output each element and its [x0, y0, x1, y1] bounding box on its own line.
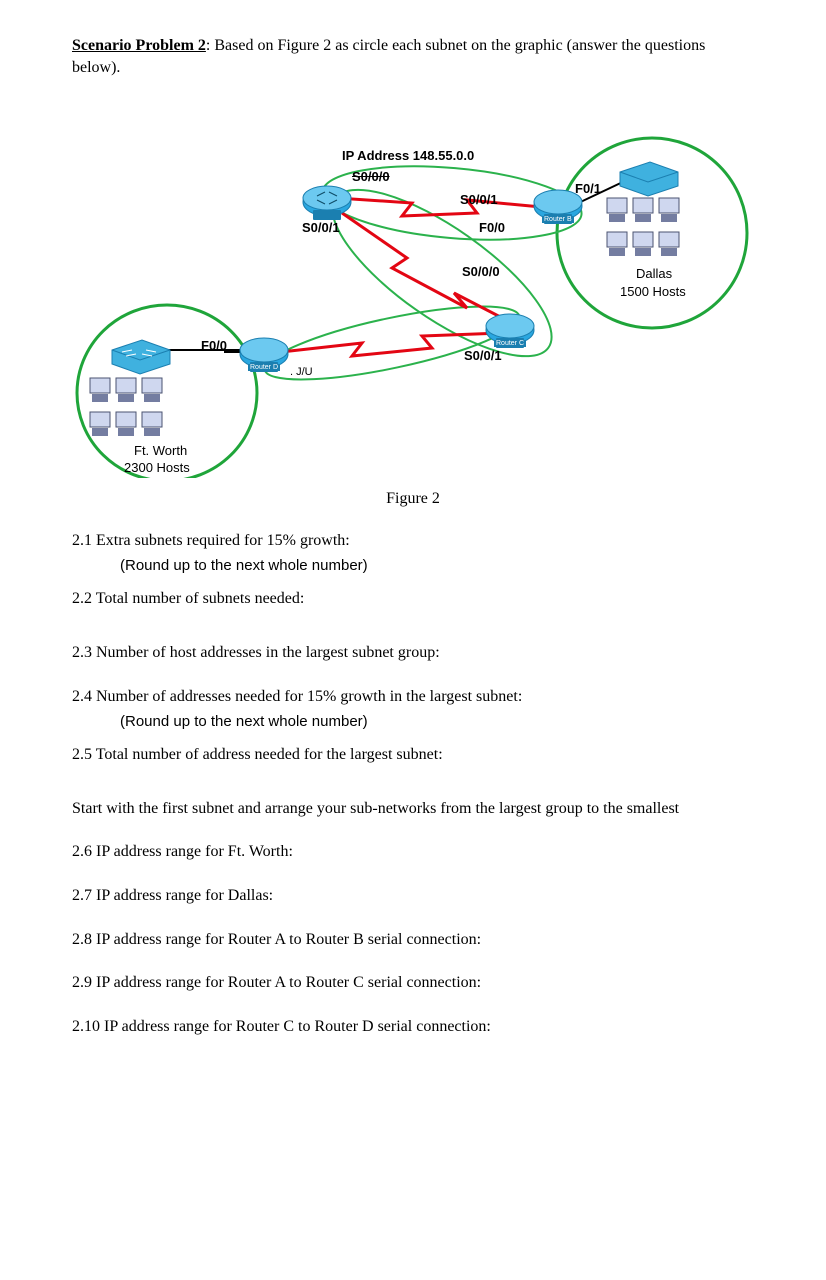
figure-caption: Figure 2: [72, 490, 754, 508]
label-ftworth: Ft. Worth: [134, 443, 187, 458]
question-2-9: 2.9 IP address range for Router A to Rou…: [72, 972, 754, 994]
label-s001-left: S0/0/1: [302, 220, 340, 235]
start-instructions: Start with the first subnet and arrange …: [72, 798, 754, 820]
question-2-5: 2.5 Total number of address needed for t…: [72, 744, 754, 766]
scenario-title-lead: Scenario Problem 2: [72, 37, 206, 54]
label-ftworth-hosts: 2300 Hosts: [124, 460, 190, 475]
label-router-c: Router C: [494, 340, 526, 347]
label-dallas-hosts: 1500 Hosts: [620, 284, 686, 299]
label-dallas: Dallas: [636, 266, 672, 281]
label-s000-top: S0/0/0: [352, 169, 390, 184]
question-2-7: 2.7 IP address range for Dallas:: [72, 885, 754, 907]
question-2-3: 2.3 Number of host addresses in the larg…: [72, 642, 754, 664]
question-2-2: 2.2 Total number of subnets needed:: [72, 588, 754, 610]
label-f00-right: F0/0: [479, 220, 505, 235]
scenario-title: Scenario Problem 2: Based on Figure 2 as…: [72, 35, 754, 80]
label-dash: . J/U: [290, 366, 313, 378]
question-2-6: 2.6 IP address range for Ft. Worth:: [72, 841, 754, 863]
question-2-1: 2.1 Extra subnets required for 15% growt…: [72, 530, 754, 552]
ip-address-header: IP Address 148.55.0.0: [342, 148, 474, 163]
label-router-d: Router D: [248, 364, 280, 371]
label-router-b: Router B: [542, 216, 574, 223]
question-2-1-note: (Round up to the next whole number): [120, 557, 754, 574]
question-2-8: 2.8 IP address range for Router A to Rou…: [72, 929, 754, 951]
question-2-4-note: (Round up to the next whole number): [120, 713, 754, 730]
label-s001-lower: S0/0/1: [464, 348, 502, 363]
question-2-10: 2.10 IP address range for Router C to Ro…: [72, 1016, 754, 1038]
label-s000-mid: S0/0/0: [462, 264, 500, 279]
label-f01: F0/1: [575, 181, 601, 196]
network-diagram: IP Address 148.55.0.0 S0/0/0 S0/0/1 S0/0…: [72, 98, 752, 478]
label-f00-left: F0/0: [201, 338, 227, 353]
label-s001-top: S0/0/1: [460, 192, 498, 207]
question-2-4: 2.4 Number of addresses needed for 15% g…: [72, 686, 754, 708]
